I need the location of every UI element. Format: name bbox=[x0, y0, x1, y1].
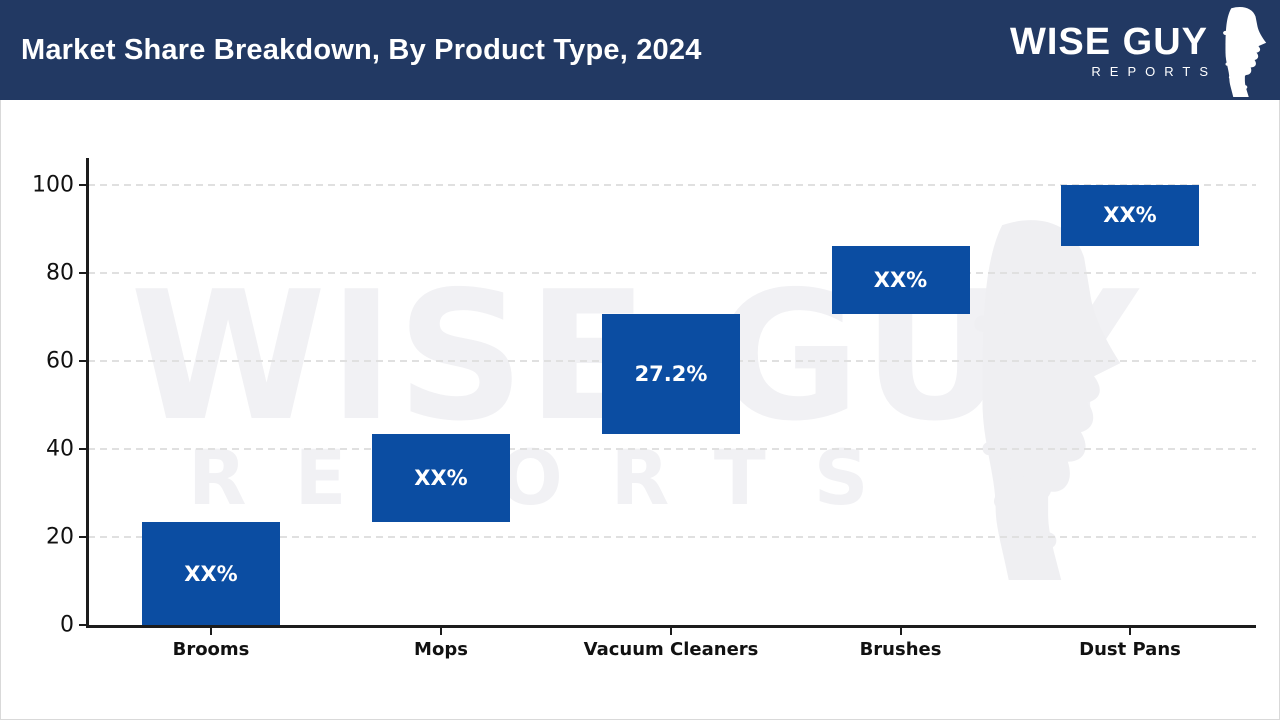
header-bar: Market Share Breakdown, By Product Type,… bbox=[0, 0, 1280, 100]
y-axis-label: 20 bbox=[46, 524, 74, 550]
x-tick-mark bbox=[210, 627, 212, 635]
bar-value-label: XX% bbox=[184, 561, 238, 586]
x-axis-label: Brooms bbox=[172, 639, 250, 660]
x-axis-line bbox=[86, 625, 1256, 628]
y-tick-mark bbox=[79, 184, 87, 186]
gridline-100 bbox=[88, 184, 1256, 186]
bar-brushes: XX% bbox=[831, 245, 970, 315]
y-axis-label: 60 bbox=[46, 348, 74, 374]
x-tick-mark bbox=[670, 627, 672, 635]
y-axis-label: 100 bbox=[32, 172, 74, 198]
x-tick-mark bbox=[1129, 627, 1131, 635]
bar-vacuum-cleaners: 27.2% bbox=[602, 314, 740, 435]
bar-value-label: 27.2% bbox=[634, 362, 708, 387]
page-title: Market Share Breakdown, By Product Type,… bbox=[21, 33, 702, 66]
y-tick-mark bbox=[79, 448, 87, 450]
y-tick-mark bbox=[79, 536, 87, 538]
logo-subtext: REPORTS bbox=[1091, 64, 1217, 79]
y-tick-mark bbox=[79, 360, 87, 362]
bar-dust-pans: XX% bbox=[1061, 185, 1199, 246]
y-axis-label: 80 bbox=[46, 260, 74, 286]
bar-brooms: XX% bbox=[142, 522, 280, 625]
x-axis-label: Mops bbox=[414, 639, 468, 660]
y-axis-label: 0 bbox=[60, 612, 74, 638]
bar-value-label: XX% bbox=[414, 466, 468, 491]
x-tick-mark bbox=[899, 627, 902, 635]
x-axis-label: Brushes bbox=[859, 639, 942, 660]
bar-value-label: XX% bbox=[1103, 203, 1157, 228]
watermark-subtext: REPORTS bbox=[188, 433, 917, 522]
brand-logo: WISE GUY REPORTS bbox=[1010, 4, 1272, 98]
bar-value-label: XX% bbox=[873, 268, 928, 293]
x-axis-label: Dust Pans bbox=[1079, 639, 1181, 660]
x-axis-label: Vacuum Cleaners bbox=[583, 639, 759, 660]
y-tick-mark bbox=[79, 272, 87, 274]
gridline-40 bbox=[88, 448, 1256, 450]
watermark-face-icon bbox=[974, 220, 1121, 580]
x-tick-mark bbox=[440, 627, 442, 635]
logo-face-icon bbox=[1223, 7, 1267, 97]
y-axis-line bbox=[86, 158, 89, 627]
bar-mops: XX% bbox=[372, 434, 510, 523]
gridline-20 bbox=[88, 536, 1256, 538]
gridline-80 bbox=[88, 272, 1256, 274]
logo-wordmark: WISE GUY bbox=[1009, 21, 1208, 63]
y-tick-mark bbox=[79, 624, 87, 626]
y-axis-label: 40 bbox=[46, 436, 74, 462]
